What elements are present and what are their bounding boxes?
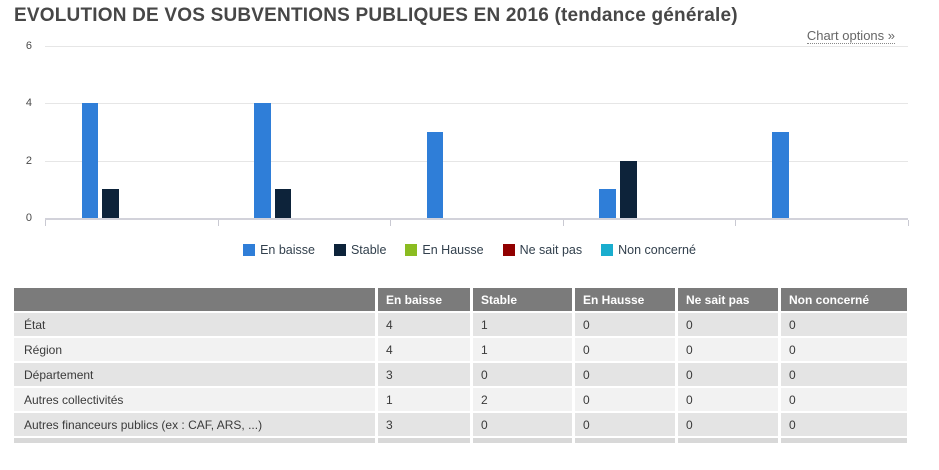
legend-label: Ne sait pas (519, 243, 583, 257)
table-header-row: En baisse Stable En Hausse Ne sait pas N… (14, 288, 910, 313)
column-header-ne-sait-pas: Ne sait pas (678, 288, 781, 313)
legend-item-ne-sait-pas[interactable]: Ne sait pas (502, 243, 583, 257)
legend-swatch-icon (502, 244, 515, 256)
bar-en-baisse-1[interactable] (81, 103, 99, 218)
legend-label: Non concerné (618, 243, 696, 257)
bar-stable-2[interactable] (274, 189, 292, 218)
legend-swatch-icon (333, 244, 346, 256)
row-label: Autres collectivités (14, 388, 378, 413)
cell-value: 1 (473, 338, 575, 363)
row-label: Département (14, 363, 378, 388)
row-label: État (14, 313, 378, 338)
cell-value: 0 (781, 363, 910, 388)
cell-value: 0 (575, 363, 678, 388)
y-axis-tick-label: 2 (25, 154, 32, 167)
x-axis-tick (562, 220, 564, 226)
table-row: État 4 1 0 0 0 (14, 313, 910, 338)
cell-value: 0 (575, 338, 678, 363)
bar-stable-1[interactable] (102, 189, 119, 218)
gridline (45, 46, 908, 47)
chart-options-link[interactable]: Chart options » (806, 28, 895, 44)
cell-value: 3 (378, 413, 473, 438)
gridline (45, 103, 908, 105)
bar-en-baisse-2[interactable] (254, 103, 271, 218)
cell-value: 0 (575, 388, 678, 413)
column-header-en-baisse: En baisse (378, 288, 473, 313)
x-axis-tick (390, 220, 392, 226)
cell-value: 0 (473, 413, 575, 438)
page-title: EVOLUTION DE VOS SUBVENTIONS PUBLIQUES E… (14, 5, 738, 26)
column-header-empty (14, 288, 378, 313)
cell-value: 0 (575, 413, 678, 438)
cell-value: 1 (473, 313, 575, 338)
legend-label: Stable (350, 243, 387, 257)
table-row: Région 4 1 0 0 0 (14, 338, 910, 363)
legend-swatch-icon (243, 244, 256, 256)
cell-value: 4 (378, 313, 473, 338)
x-axis-tick (735, 220, 737, 226)
cell-value: 2 (473, 388, 575, 413)
table-row: Autres collectivités 1 2 0 0 0 (14, 388, 910, 413)
table-row-cropped (14, 438, 910, 443)
chart-legend: En baisse Stable En Hausse Ne sait pas Non c… (0, 243, 939, 257)
cell-value: 1 (378, 388, 473, 413)
legend-item-stable[interactable]: Stable (333, 243, 387, 257)
x-axis-tick (217, 220, 219, 226)
chart-plot-area: 0 2 4 6 (25, 40, 909, 226)
cell-value: 0 (678, 413, 781, 438)
cell-value: 0 (575, 313, 678, 338)
y-axis-tick-label: 6 (25, 40, 32, 52)
gridline (45, 160, 908, 162)
y-axis-tick-label: 4 (25, 97, 32, 110)
row-label: Région (14, 338, 378, 363)
legend-item-en-hausse[interactable]: En Hausse (405, 243, 484, 257)
legend-item-en-baisse[interactable]: En baisse (243, 243, 315, 257)
cell-value: 0 (678, 363, 781, 388)
row-label: Autres financeurs publics (ex : CAF, ARS… (14, 413, 378, 438)
table-row: Département 3 0 0 0 0 (14, 363, 910, 388)
column-header-en-hausse: En Hausse (575, 288, 678, 313)
cell-value: 0 (781, 338, 910, 363)
cell-value: 0 (781, 313, 910, 338)
y-axis-tick-label: 0 (25, 212, 32, 224)
x-axis-tick (45, 220, 46, 226)
bar-en-baisse-5[interactable] (771, 132, 789, 218)
cell-value: 3 (378, 363, 473, 388)
bar-stable-4[interactable] (620, 160, 637, 218)
legend-label: En Hausse (422, 243, 484, 257)
column-header-stable: Stable (473, 288, 575, 313)
cell-value: 0 (678, 388, 781, 413)
cell-value: 0 (781, 388, 910, 413)
x-axis-line (45, 218, 908, 220)
legend-swatch-icon (601, 244, 614, 256)
bar-en-baisse-3[interactable] (426, 132, 444, 218)
cell-value: 0 (678, 338, 781, 363)
bar-en-baisse-4[interactable] (599, 189, 616, 218)
results-table-wrap: En baisse Stable En Hausse Ne sait pas N… (14, 288, 910, 443)
legend-swatch-icon (405, 244, 418, 256)
cell-value: 0 (678, 313, 781, 338)
results-table: En baisse Stable En Hausse Ne sait pas N… (14, 288, 910, 443)
legend-label: En baisse (260, 243, 315, 257)
table-row: Autres financeurs publics (ex : CAF, ARS… (14, 413, 910, 438)
cell-value: 0 (473, 363, 575, 388)
cell-value: 4 (378, 338, 473, 363)
legend-item-non-concerné[interactable]: Non concerné (601, 243, 696, 257)
cell-value: 0 (781, 413, 910, 438)
x-axis-tick (908, 220, 909, 226)
column-header-non-concerne: Non concerné (781, 288, 910, 313)
